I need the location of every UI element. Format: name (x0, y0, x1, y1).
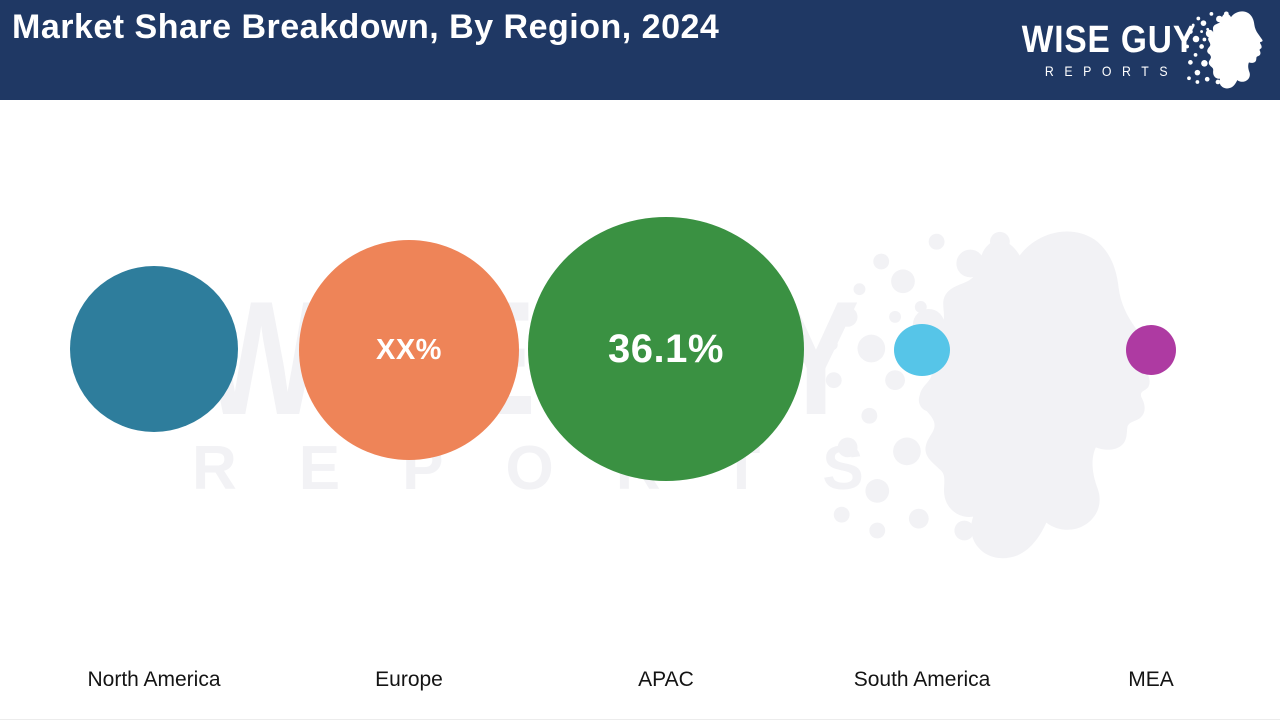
category-label: North America (87, 668, 221, 691)
page-title: Market Share Breakdown, By Region, 2024 (12, 8, 720, 46)
category-label-row: North America Europe APAC South America MEA (0, 668, 1280, 704)
bubble-value-label: 36.1% (608, 326, 724, 371)
bubble-europe: XX% (299, 240, 519, 460)
category-label: APAC (638, 668, 694, 691)
bubble-value-label: XX% (376, 333, 442, 366)
logo-subtext: REPORTS (1044, 63, 1179, 79)
wiseguy-logo: WISE GUY REPORTS (998, 6, 1266, 94)
bubble-south-america (894, 324, 950, 376)
bubble-mea (1126, 325, 1176, 375)
header-bar: Market Share Breakdown, By Region, 2024 … (0, 0, 1280, 100)
bubble-apac: 36.1% (528, 217, 804, 481)
category-label: MEA (1128, 668, 1174, 691)
bubble-north-america (70, 266, 238, 432)
logo-wordmark: WISE GUY (1021, 19, 1196, 61)
category-label: South America (853, 668, 991, 691)
category-label: Europe (375, 668, 443, 691)
logo-text: WISE GUY REPORTS (1022, 21, 1196, 79)
